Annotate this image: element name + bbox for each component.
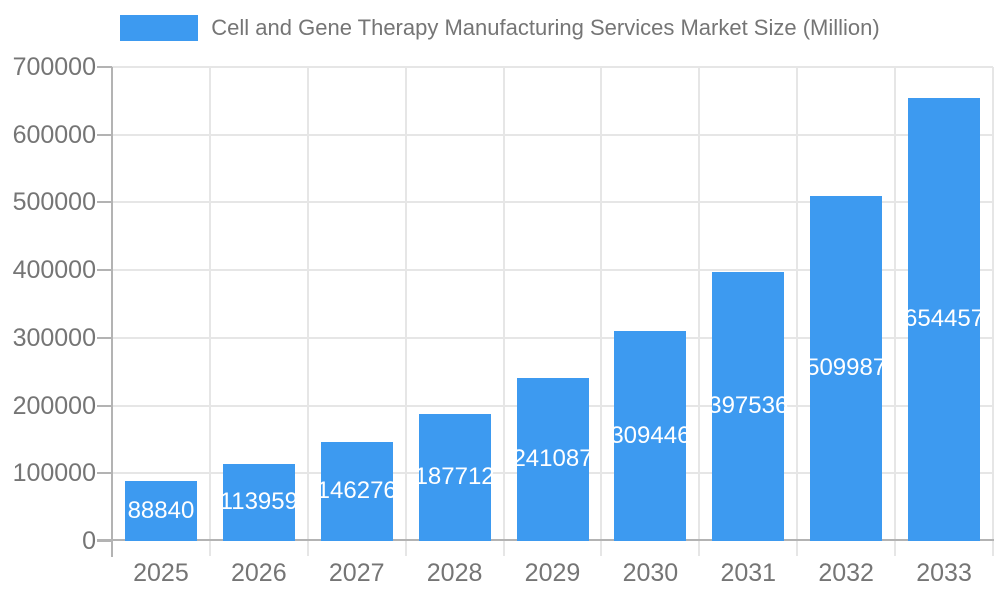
x-axis-tick — [208, 541, 211, 556]
bar-value-label: 397536 — [708, 392, 789, 420]
x-axis-label: 2025 — [133, 559, 189, 587]
x-axis-tick — [600, 541, 603, 556]
v-gridline — [306, 67, 309, 541]
x-axis-tick — [698, 541, 701, 556]
legend-label: Cell and Gene Therapy Manufacturing Serv… — [211, 15, 880, 40]
y-axis-label: 0 — [82, 527, 96, 555]
v-gridline — [992, 67, 994, 541]
x-axis-label: 2033 — [916, 559, 972, 587]
h-gridline — [112, 66, 993, 68]
h-gridline — [112, 133, 993, 136]
bar-value-label: 654457 — [904, 305, 985, 333]
bar-2032[interactable]: 509987 — [806, 195, 886, 541]
bar-value-label: 113959 — [219, 488, 298, 516]
v-gridline — [208, 67, 211, 541]
h-gridline — [112, 269, 993, 272]
h-gridline — [112, 336, 993, 339]
bar-value-label: 509987 — [806, 354, 887, 382]
x-axis-tick — [796, 541, 799, 556]
bar-2026[interactable]: 113959 — [219, 463, 298, 541]
x-axis-label: 2029 — [524, 559, 581, 587]
v-gridline — [404, 67, 407, 541]
bar-2033[interactable]: 654457 — [904, 97, 984, 541]
y-axis-tick — [97, 269, 112, 272]
x-axis-label: 2028 — [426, 559, 483, 587]
x-axis-label: 2031 — [720, 559, 777, 587]
h-gridline — [112, 201, 993, 204]
y-axis-label: 500000 — [12, 188, 96, 217]
v-gridline — [600, 67, 603, 541]
y-axis-tick — [97, 540, 112, 542]
bar-value-label: 146276 — [316, 477, 397, 505]
y-axis-tick — [97, 66, 112, 68]
plot-area: 0 100000 200000 300000 400000 500000 600000 700… — [13, 53, 994, 587]
bar-2028[interactable]: 187712 — [415, 413, 495, 541]
x-axis-label: 2030 — [622, 559, 679, 587]
bar-2029[interactable]: 241087 — [512, 377, 593, 541]
v-gridline — [894, 67, 897, 541]
bar-2025[interactable]: 88840 — [124, 480, 197, 541]
y-axis-tick — [97, 472, 112, 475]
y-axis-label: 200000 — [12, 391, 96, 420]
bar-value-label: 309446 — [610, 422, 691, 450]
y-axis-tick — [97, 404, 112, 407]
v-gridline — [698, 67, 701, 541]
v-gridline — [796, 67, 799, 541]
x-axis-tick — [992, 541, 994, 556]
bar-2030[interactable]: 309446 — [610, 331, 690, 541]
bar-2031[interactable]: 397536 — [708, 271, 788, 541]
legend[interactable]: Cell and Gene Therapy Manufacturing Serv… — [0, 15, 1000, 41]
y-axis-label: 600000 — [12, 120, 96, 149]
y-axis-tick — [97, 133, 112, 136]
legend-swatch — [120, 15, 199, 41]
x-axis-label: 2026 — [231, 559, 287, 587]
y-axis-tick — [97, 201, 112, 204]
bar-value-label: 88840 — [127, 496, 195, 524]
v-gridline — [502, 67, 505, 541]
x-axis-tick — [894, 541, 897, 556]
x-axis-label: 2027 — [328, 559, 385, 587]
y-axis-label: 700000 — [12, 53, 96, 81]
bar-2027[interactable]: 146276 — [317, 441, 397, 541]
x-axis-tick — [404, 541, 407, 556]
x-axis-label: 2032 — [818, 559, 874, 587]
bar-value-label: 187712 — [414, 463, 495, 491]
y-axis-tick — [97, 336, 112, 339]
y-axis-label: 300000 — [12, 323, 96, 352]
y-axis-label: 100000 — [12, 459, 96, 488]
y-axis-label: 400000 — [12, 256, 96, 285]
x-axis-tick — [306, 541, 309, 556]
y-axis-line — [111, 67, 113, 557]
bar-value-label: 241087 — [512, 445, 593, 473]
x-axis-tick — [502, 541, 505, 556]
